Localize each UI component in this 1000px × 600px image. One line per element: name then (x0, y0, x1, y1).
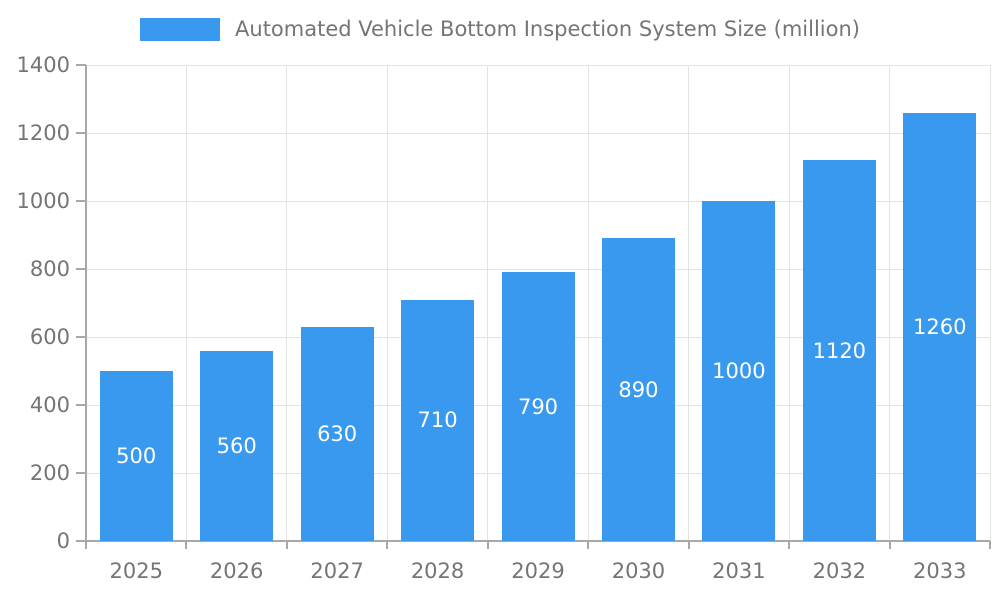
y-tick-label: 400 (29, 393, 70, 417)
y-tick-label: 0 (56, 529, 70, 553)
x-axis-tick (888, 541, 891, 549)
x-axis-tick (989, 541, 991, 549)
y-tick-label: 600 (29, 325, 70, 349)
y-axis-tick (76, 472, 86, 474)
y-tick-label: 800 (29, 257, 70, 281)
x-gridline (286, 65, 288, 541)
y-axis-tick (76, 64, 86, 66)
y-gridline (86, 200, 990, 202)
x-axis-tick (486, 541, 489, 549)
y-axis-tick (76, 336, 86, 338)
bar-value-label: 1260 (913, 314, 967, 339)
bar-value-label: 500 (116, 444, 157, 468)
y-tick-label: 1200 (16, 121, 70, 145)
y-gridline (86, 132, 990, 134)
bar: 1120 (802, 160, 876, 541)
x-gridline (587, 65, 589, 541)
x-tick-label: 2031 (712, 559, 766, 583)
x-tick-label: 2026 (209, 559, 264, 583)
y-tick-label: 1000 (16, 189, 70, 213)
y-axis-tick (76, 268, 86, 270)
x-axis-tick (687, 541, 690, 549)
x-tick-label: 2027 (310, 559, 364, 583)
x-tick-label: 2025 (109, 559, 163, 583)
x-axis-tick (788, 541, 791, 549)
bar: 790 (501, 272, 575, 541)
legend-swatch (140, 17, 221, 41)
bar-value-label: 890 (618, 377, 659, 402)
y-axis-tick (76, 132, 86, 134)
x-gridline (889, 65, 891, 541)
x-axis-tick (185, 541, 188, 549)
x-tick-label: 2030 (611, 559, 666, 583)
x-gridline (688, 65, 690, 541)
x-tick-label: 2028 (410, 559, 465, 583)
bar-value-label: 630 (317, 421, 358, 446)
x-axis-tick (386, 541, 389, 549)
bar: 710 (401, 299, 475, 541)
y-gridline (86, 268, 990, 270)
y-gridline (86, 64, 990, 66)
x-gridline (788, 65, 790, 541)
y-axis-tick (76, 540, 86, 542)
x-axis-tick (587, 541, 590, 549)
legend: Automated Vehicle Bottom Inspection Syst… (0, 17, 1000, 41)
y-axis-line (85, 65, 87, 549)
x-gridline (989, 65, 991, 541)
y-tick-label: 200 (29, 461, 70, 485)
y-tick-label: 1400 (16, 53, 70, 77)
x-gridline (487, 65, 489, 541)
bar-value-label: 710 (417, 408, 458, 433)
bar: 500 (99, 371, 173, 541)
bar-value-label: 560 (216, 433, 257, 458)
bar-value-label: 1000 (712, 359, 766, 383)
bar: 630 (300, 326, 374, 541)
y-axis-tick (76, 200, 86, 202)
x-tick-label: 2029 (511, 559, 565, 583)
bar: 890 (601, 238, 675, 541)
bar: 1000 (702, 201, 776, 541)
bar: 560 (200, 350, 274, 541)
y-axis-tick (76, 404, 86, 406)
x-axis-tick (285, 541, 288, 549)
x-tick-label: 2032 (812, 559, 867, 583)
x-tick-label: 2033 (913, 559, 967, 583)
bar-value-label: 1120 (812, 338, 867, 363)
x-baseline (86, 540, 990, 542)
bar-value-label: 790 (517, 394, 559, 419)
legend-label: Automated Vehicle Bottom Inspection Syst… (235, 17, 860, 41)
x-gridline (386, 65, 388, 541)
x-gridline (185, 65, 187, 541)
bar: 1260 (903, 112, 977, 541)
